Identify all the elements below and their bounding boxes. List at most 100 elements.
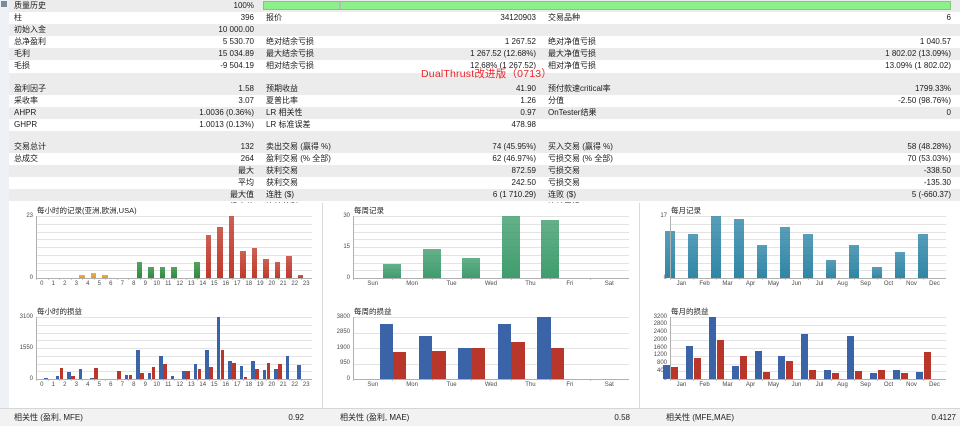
- gridline-minor: [670, 223, 946, 225]
- row-value-2: 0.97: [520, 107, 536, 117]
- gridline: [670, 324, 946, 326]
- x-axis-tick: [128, 278, 129, 280]
- y-axis-line: [670, 216, 671, 279]
- x-axis-tick-label: Mar: [722, 281, 733, 287]
- footer-correlations: 相关性 (盈利, MFE) 0.92 相关性 (盈利, MAE) 0.58 相关性 (M…: [0, 408, 960, 426]
- x-axis-tick-label: 19: [256, 382, 264, 388]
- bar: [687, 234, 699, 278]
- x-axis-tick-label: 6: [109, 382, 113, 388]
- row-label-1: [9, 177, 136, 189]
- x-axis-tick: [116, 379, 118, 381]
- bar-盈利: [418, 335, 433, 379]
- quality-bar-tick: [339, 2, 342, 9]
- x-axis-tick: [36, 278, 37, 280]
- row-label-2: 获利交易: [266, 166, 298, 176]
- row-value-1: 1.0013 (0.13%): [199, 119, 254, 129]
- bar-亏损: [716, 340, 725, 379]
- gridline-minor: [670, 231, 946, 233]
- x-axis-tick-label: Tue: [446, 281, 457, 287]
- x-axis-tick-label: 8: [132, 281, 136, 287]
- bar-亏损: [785, 360, 794, 379]
- x-axis-tick-label: Thu: [525, 281, 536, 287]
- row-value-1: 3.07: [238, 95, 254, 105]
- bar: [871, 267, 883, 278]
- chart-monthly-count: 每月记录 0 17 Jan Feb Mar Apr May Jun Jul Aug Sep Oct Nov…: [643, 203, 960, 304]
- x-axis-tick: [174, 278, 175, 280]
- x-axis-tick-label: 7: [120, 281, 124, 287]
- table-row: 毛利 15 034.89 最大结余亏损 1 267.52 (12.68%) 最大净值亏损…: [9, 48, 960, 61]
- x-axis-tick: [510, 278, 512, 280]
- row-label-1: 交易总计: [14, 141, 46, 151]
- gridline-minor: [353, 247, 629, 248]
- x-axis-tick-label: 20: [268, 382, 276, 388]
- x-axis-tick-label: Jul: [815, 382, 824, 388]
- x-axis-tick-label: Oct: [883, 382, 894, 388]
- y-axis-tick-label: 3800: [336, 313, 350, 320]
- gridline-minor: [36, 231, 312, 233]
- y-axis-tick-label: 15: [343, 243, 350, 250]
- row-label-3: 预付款速critical率: [548, 83, 611, 93]
- x-axis-tick-label: 1: [51, 382, 55, 388]
- x-axis-tick: [243, 278, 244, 280]
- x-axis-tick: [353, 278, 354, 280]
- bar-盈利: [846, 336, 855, 379]
- gridline-minor: [36, 262, 312, 264]
- row-value-2: 74 (45.95%): [492, 141, 536, 151]
- x-axis-line: [36, 379, 312, 380]
- gridline: [353, 348, 629, 349]
- chart-title: 每周的损益: [354, 307, 392, 316]
- x-axis-tick-label: 18: [245, 281, 253, 287]
- x-axis-tick-label: 17: [233, 281, 241, 287]
- x-axis-tick-label: 3: [74, 281, 78, 287]
- x-axis-tick-label: 7: [120, 382, 124, 388]
- quality-bar-container: [261, 0, 960, 12]
- x-axis-tick: [808, 278, 809, 280]
- chart-monthly-profit: 每月的损益0400800120016002000240028003200JanF…: [643, 304, 960, 405]
- x-axis-tick-label: Sun: [367, 281, 379, 287]
- chart-title: 每小时的损益: [37, 307, 82, 316]
- x-axis-tick: [36, 379, 37, 381]
- bar-盈利: [124, 375, 129, 379]
- x-axis-tick: [589, 379, 591, 381]
- bar-盈利: [285, 355, 290, 379]
- x-axis-tick: [162, 379, 164, 381]
- bar-盈利: [262, 370, 267, 379]
- row-label-2: [261, 24, 376, 36]
- row-value-1: -9 504.19: [220, 61, 254, 71]
- row-value-1: 1.58: [238, 83, 254, 93]
- x-axis-tick: [70, 278, 72, 280]
- bar-盈利: [182, 371, 186, 379]
- bar: [171, 267, 177, 278]
- bar-盈利: [170, 376, 175, 379]
- x-axis-tick-label: May: [767, 281, 780, 287]
- gridline-minor: [36, 348, 312, 349]
- x-axis-tick-label: 14: [199, 382, 207, 388]
- bar-盈利: [78, 368, 83, 379]
- x-axis-line: [353, 379, 629, 380]
- row-label-1: AHPR: [14, 107, 37, 117]
- row-value-3: 6: [946, 13, 951, 23]
- plot-area: 017JanFebMarAprMayJunJulAugSepOctNovDec: [660, 213, 946, 287]
- x-axis-tick: [854, 379, 855, 381]
- x-axis-tick: [220, 278, 221, 280]
- bar: [541, 220, 560, 278]
- x-axis-tick-label: Apr: [745, 382, 756, 388]
- x-axis-tick-label: 23: [302, 382, 310, 388]
- row-value-3: 5 (-660.37): [911, 190, 951, 200]
- x-axis-tick-label: Tue: [446, 382, 457, 388]
- row-value-3: [666, 119, 960, 131]
- x-axis-tick-label: Feb: [699, 281, 710, 287]
- bar-盈利: [754, 350, 763, 379]
- x-axis-tick-label: 12: [176, 281, 184, 287]
- y-axis-tick-label: 1900: [336, 344, 350, 351]
- scroll-nub[interactable]: [1, 1, 7, 7]
- bar-盈利: [239, 365, 244, 379]
- y-axis-tick-label: 0: [346, 375, 350, 382]
- gridline-minor: [36, 239, 312, 241]
- bar-亏损: [163, 364, 167, 379]
- row-value-1: 132: [240, 141, 254, 151]
- bar-盈利: [497, 324, 512, 379]
- x-axis-tick-label: 10: [153, 281, 161, 287]
- gridline: [353, 317, 629, 318]
- x-axis-tick: [877, 278, 878, 280]
